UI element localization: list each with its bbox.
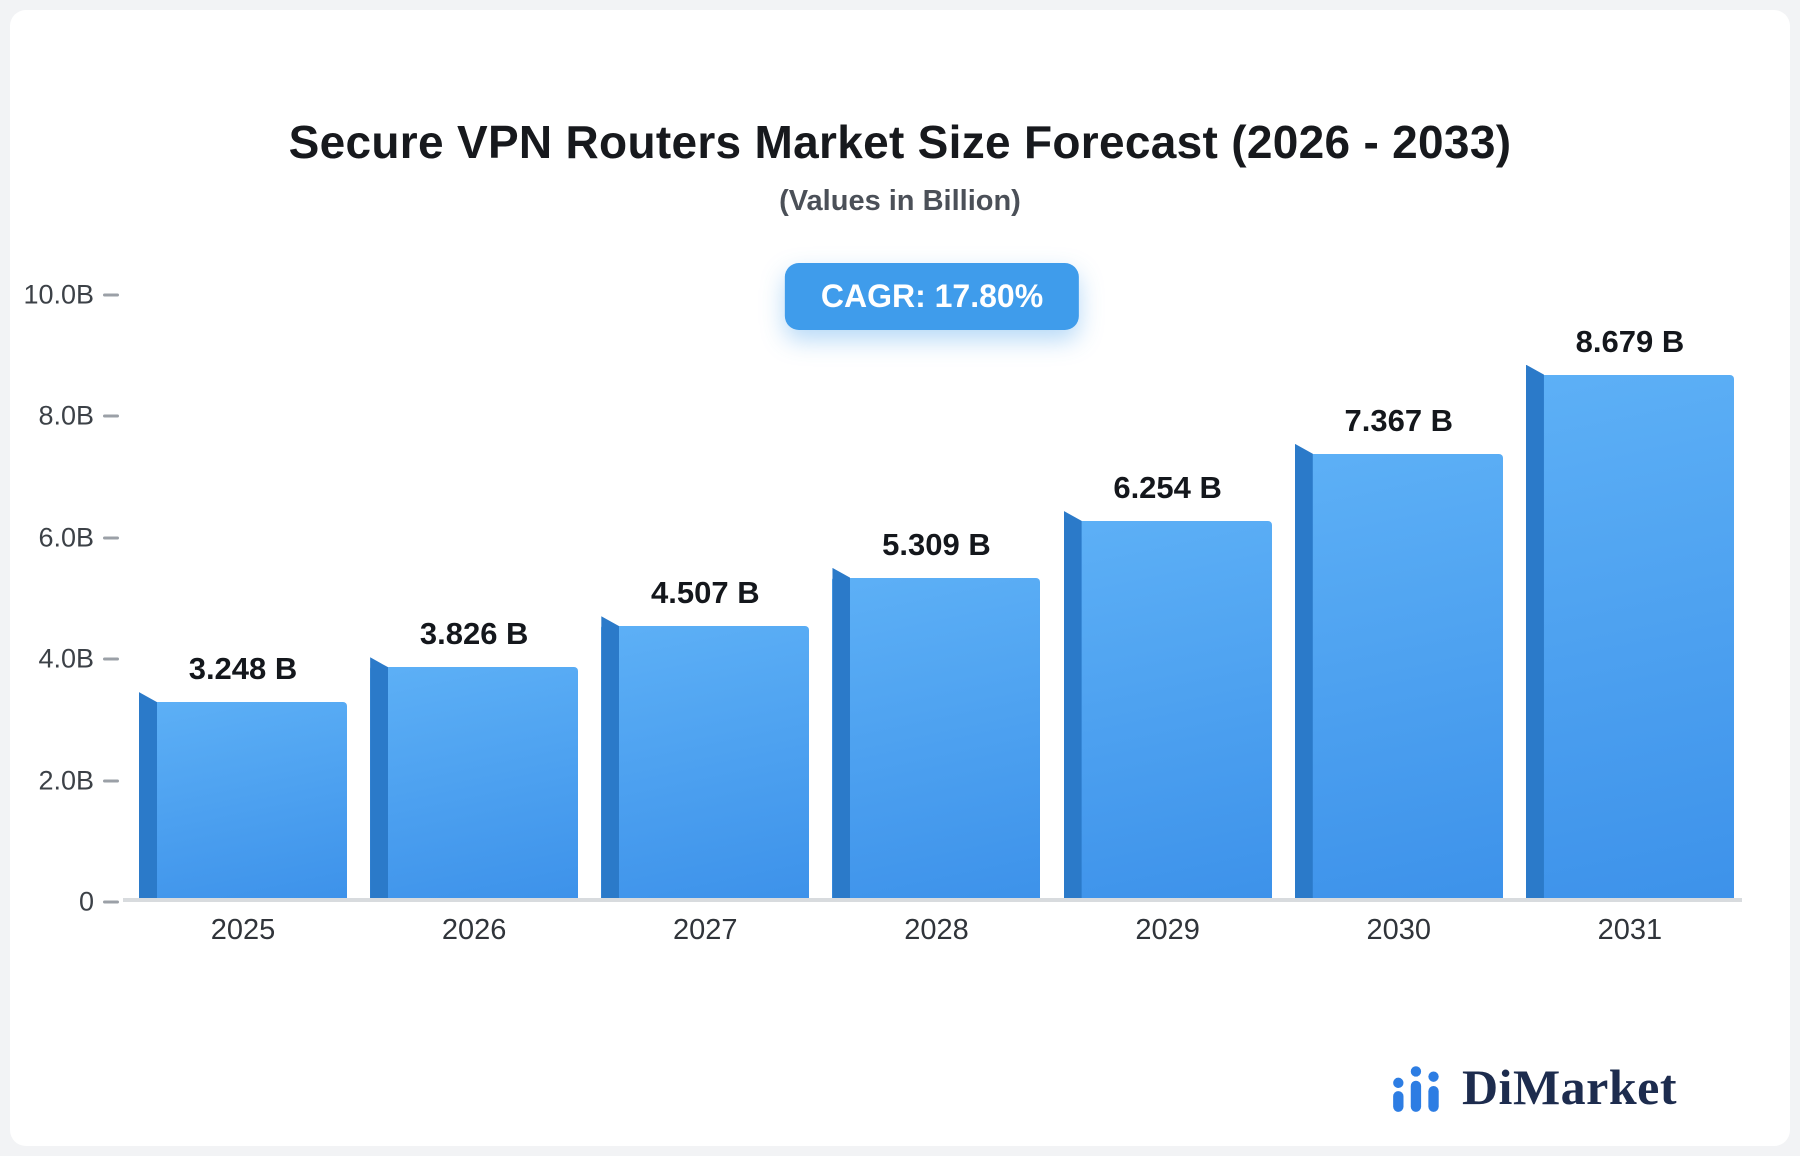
bar-2029 (1063, 510, 1272, 898)
y-tick-4.0B: 4.0B (38, 644, 119, 675)
bar-2030 (1294, 443, 1503, 898)
bar-3d-side (1063, 510, 1082, 898)
bar-2031 (1525, 364, 1734, 898)
bar-3d-side (1525, 364, 1544, 898)
bar-value-label: 3.248 B (188, 651, 298, 687)
logo-text: DiMarket (1461, 1059, 1677, 1115)
bar-value-label: 6.254 B (1113, 469, 1222, 505)
bar-2027 (601, 616, 810, 898)
x-axis-label-2031: 2031 (1597, 914, 1663, 946)
x-axis-label-2025: 2025 (210, 914, 276, 946)
y-tick-label: 2.0B (38, 765, 94, 796)
y-tick-label: 10.0B (23, 279, 94, 310)
bar-group-2025: 3.248 B (139, 295, 347, 898)
bar-3d-side (139, 692, 157, 898)
y-tick-mark (103, 536, 119, 540)
y-tick-8.0B: 8.0B (38, 401, 119, 432)
y-axis: 10.0B 8.0B 6.0B 4.0B 2.0B 0 (23, 280, 123, 917)
x-axis-label-2028: 2028 (904, 914, 969, 946)
bars: 3.248 B 3.826 B 4.507 B 5.309 B 6.254 B 7.367… (123, 295, 1742, 898)
bar-group-2026: 3.826 B (370, 295, 579, 898)
bar-3d-side (370, 657, 389, 898)
bar-2026 (370, 657, 579, 898)
bar-3d-side (601, 616, 620, 898)
y-tick-0: 0 (79, 887, 119, 918)
y-tick-label: 4.0B (38, 643, 94, 674)
x-axis: 2025 2026 2027 2028 2029 2030 2031 (123, 914, 1742, 947)
chart-title: Secure VPN Routers Market Size Forecast … (288, 116, 1512, 168)
bar-chart: 10.0B 8.0B 6.0B 4.0B 2.0B 0 3.248 B 3.826 B 4.5… (23, 280, 1742, 946)
bar-value-label: 3.826 B (419, 616, 529, 652)
x-axis-label-2026: 2026 (441, 914, 507, 946)
bar-3d-side (832, 567, 851, 898)
cagr-badge: CAGR: 17.80% (784, 263, 1080, 330)
bar-group-2029: 6.254 B (1063, 295, 1272, 898)
bar-value-label: 4.507 B (651, 575, 760, 611)
bar-2028 (832, 567, 1041, 898)
y-tick-mark (103, 293, 119, 297)
x-axis-label-2029: 2029 (1135, 914, 1200, 946)
y-tick-label: 0 (78, 886, 94, 917)
y-tick-label: 8.0B (38, 400, 94, 431)
y-tick-2.0B: 2.0B (38, 765, 119, 796)
y-tick-label: 6.0B (38, 522, 94, 553)
bar-value-label: 5.309 B (882, 526, 991, 562)
chart-card: Secure VPN Routers Market Size Forecast … (10, 10, 1790, 1146)
plot-area: 3.248 B 3.826 B 4.507 B 5.309 B 6.254 B 7.367… (123, 295, 1742, 946)
y-tick-10.0B: 10.0B (23, 280, 119, 311)
bar-group-2030: 7.367 B (1294, 295, 1503, 898)
bar-2025 (139, 692, 347, 898)
bar-3d-side (1294, 443, 1313, 898)
y-tick-mark (103, 657, 119, 661)
dimarket-logo: DiMarket (1389, 1058, 1677, 1116)
bar-value-label: 7.367 B (1344, 402, 1454, 438)
y-tick-6.0B: 6.0B (38, 522, 119, 553)
bar-group-2028: 5.309 B (832, 295, 1041, 898)
chart-subtitle: (Values in Billion) (779, 185, 1021, 217)
bar-chart-logo-icon (1393, 1066, 1439, 1112)
x-axis-label-2027: 2027 (673, 914, 738, 946)
bar-value-label: 8.679 B (1575, 323, 1685, 359)
x-axis-label-2030: 2030 (1366, 914, 1432, 946)
y-tick-mark (103, 779, 119, 783)
y-tick-mark (103, 900, 119, 904)
bar-group-2027: 4.507 B (601, 295, 810, 898)
bar-group-2031: 8.679 B (1525, 295, 1734, 898)
y-tick-mark (103, 414, 119, 418)
